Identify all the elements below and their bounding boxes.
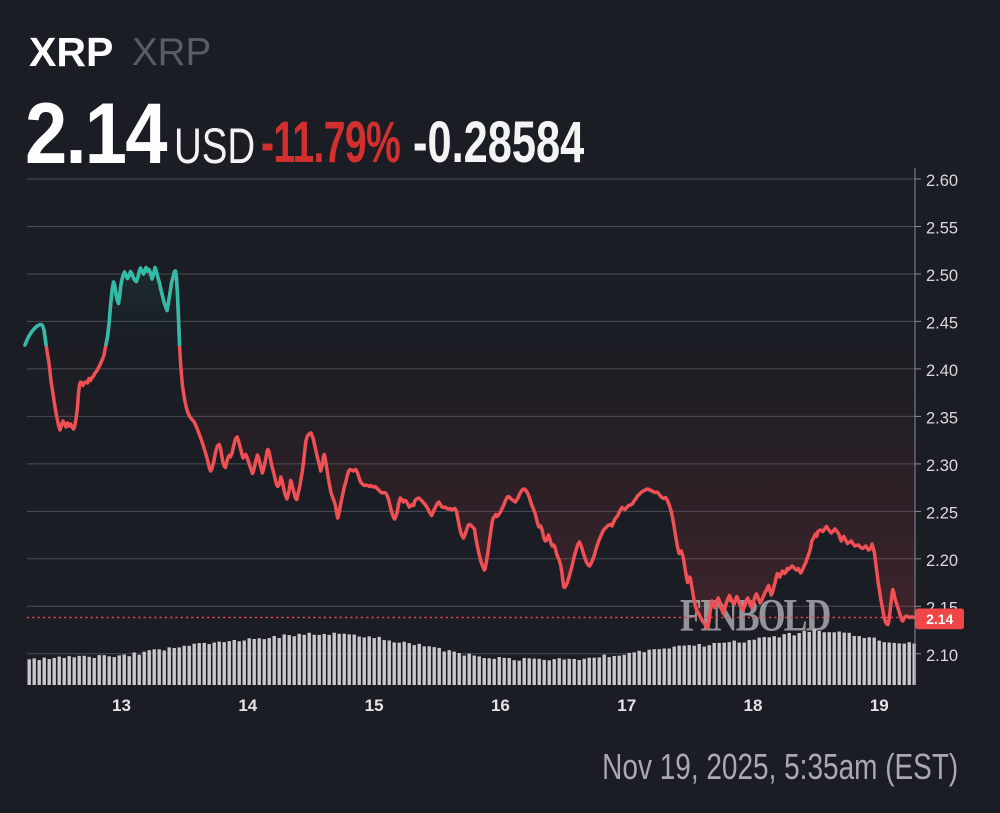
svg-text:17: 17 xyxy=(617,696,636,715)
svg-text:2.55: 2.55 xyxy=(926,220,958,238)
svg-text:13: 13 xyxy=(112,696,131,715)
svg-text:2.20: 2.20 xyxy=(926,552,958,570)
svg-text:2.45: 2.45 xyxy=(926,314,958,332)
svg-text:19: 19 xyxy=(870,696,889,715)
svg-text:18: 18 xyxy=(744,696,763,715)
svg-text:15: 15 xyxy=(365,696,384,715)
svg-text:2.25: 2.25 xyxy=(926,504,958,522)
svg-text:14: 14 xyxy=(238,696,257,715)
svg-text:2.40: 2.40 xyxy=(926,362,958,380)
svg-text:16: 16 xyxy=(491,696,510,715)
svg-text:2.10: 2.10 xyxy=(926,647,958,665)
svg-text:2.35: 2.35 xyxy=(926,409,958,427)
svg-text:2.50: 2.50 xyxy=(926,267,958,285)
svg-text:2.14: 2.14 xyxy=(926,611,953,627)
svg-text:2.60: 2.60 xyxy=(926,172,958,190)
svg-text:2.30: 2.30 xyxy=(926,457,958,475)
